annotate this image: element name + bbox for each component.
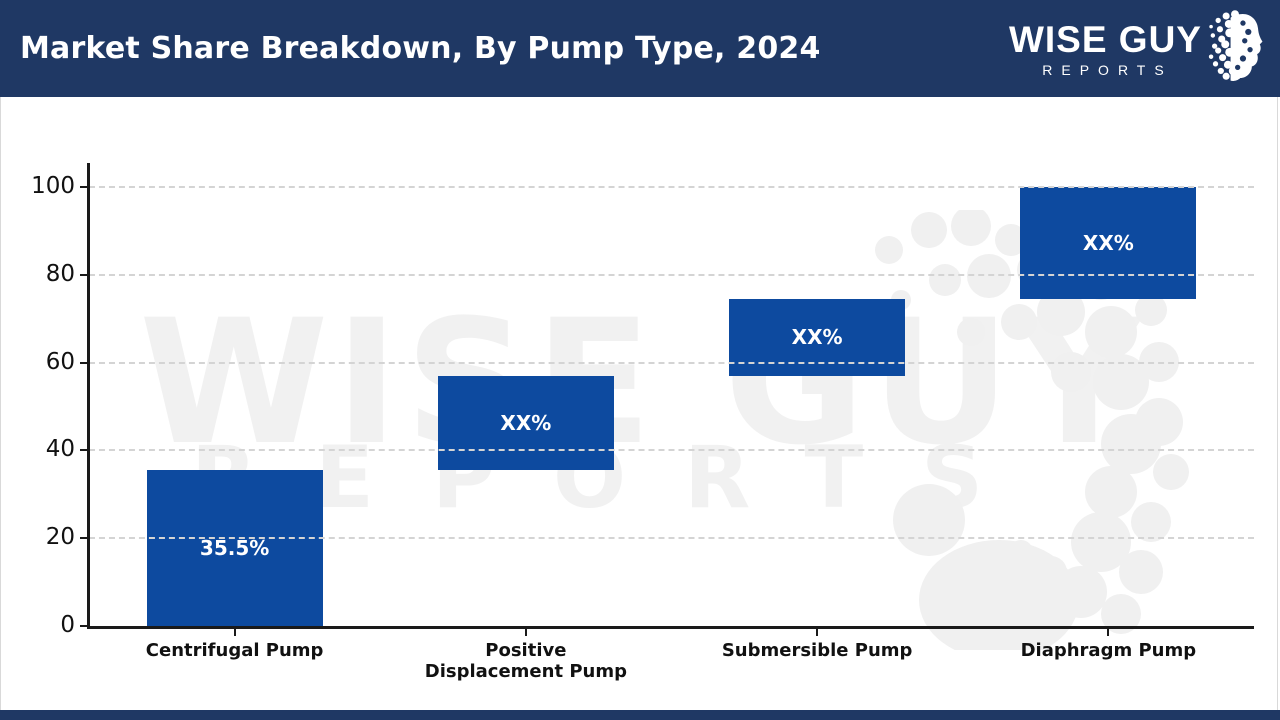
bar-value-label: XX% — [500, 410, 552, 435]
y-tick-mark — [80, 361, 88, 364]
bar-value-label: XX% — [791, 325, 843, 350]
bar-value-label: 35.5% — [199, 536, 270, 561]
header-bar: Market Share Breakdown, By Pump Type, 20… — [0, 0, 1280, 97]
x-tick-mark — [233, 628, 236, 636]
x-category-label: Submersible Pump — [721, 640, 913, 661]
y-tick-mark — [80, 625, 88, 627]
y-tick-label: 100 — [31, 173, 75, 199]
gridline-80 — [89, 273, 1254, 276]
brand-subname: REPORTS — [1042, 61, 1173, 78]
y-tick-label: 60 — [45, 348, 75, 375]
y-tick-label: 20 — [45, 524, 75, 551]
gridline-20 — [89, 537, 1254, 540]
x-category-label: Centrifugal Pump — [145, 640, 324, 661]
waterfall-bar-3: XX% — [729, 298, 906, 376]
waterfall-bar-4: XX% — [1020, 187, 1197, 299]
y-axis-line — [87, 163, 90, 628]
y-tick-label: 0 — [60, 612, 75, 638]
x-tick-mark — [1107, 628, 1110, 636]
watermark-head-dots-icon — [859, 206, 1199, 660]
chart-area: WISE GUY REPORTS 35.5% Centrifugal Pump XX… — [0, 97, 1278, 710]
gridline-60 — [89, 361, 1254, 364]
y-tick-mark — [80, 273, 88, 276]
brand-name: WISE GUY — [1008, 18, 1202, 60]
brand-logo-text: WISE GUY REPORTS — [1009, 21, 1202, 77]
x-axis-line — [87, 626, 1254, 629]
gridline-40 — [89, 449, 1254, 452]
x-category-label: Positive Displacement Pump — [424, 640, 627, 683]
dotted-head-icon — [1204, 5, 1266, 93]
waterfall-bar-1: 35.5% — [146, 470, 323, 626]
x-category-label: Diaphragm Pump — [1020, 640, 1197, 661]
y-tick-mark — [80, 186, 88, 188]
y-tick-mark — [80, 449, 88, 452]
page-title: Market Share Breakdown, By Pump Type, 20… — [20, 31, 821, 66]
y-tick-label: 80 — [45, 260, 75, 287]
y-tick-mark — [80, 537, 88, 540]
gridline-100 — [89, 186, 1254, 188]
brand-logo: WISE GUY REPORTS — [1009, 5, 1266, 93]
waterfall-bar-2: XX% — [437, 375, 614, 471]
footer-bar — [0, 710, 1280, 720]
y-tick-label: 40 — [45, 436, 75, 463]
x-tick-mark — [816, 628, 819, 636]
bar-value-label: XX% — [1082, 230, 1134, 255]
x-tick-mark — [524, 628, 527, 636]
